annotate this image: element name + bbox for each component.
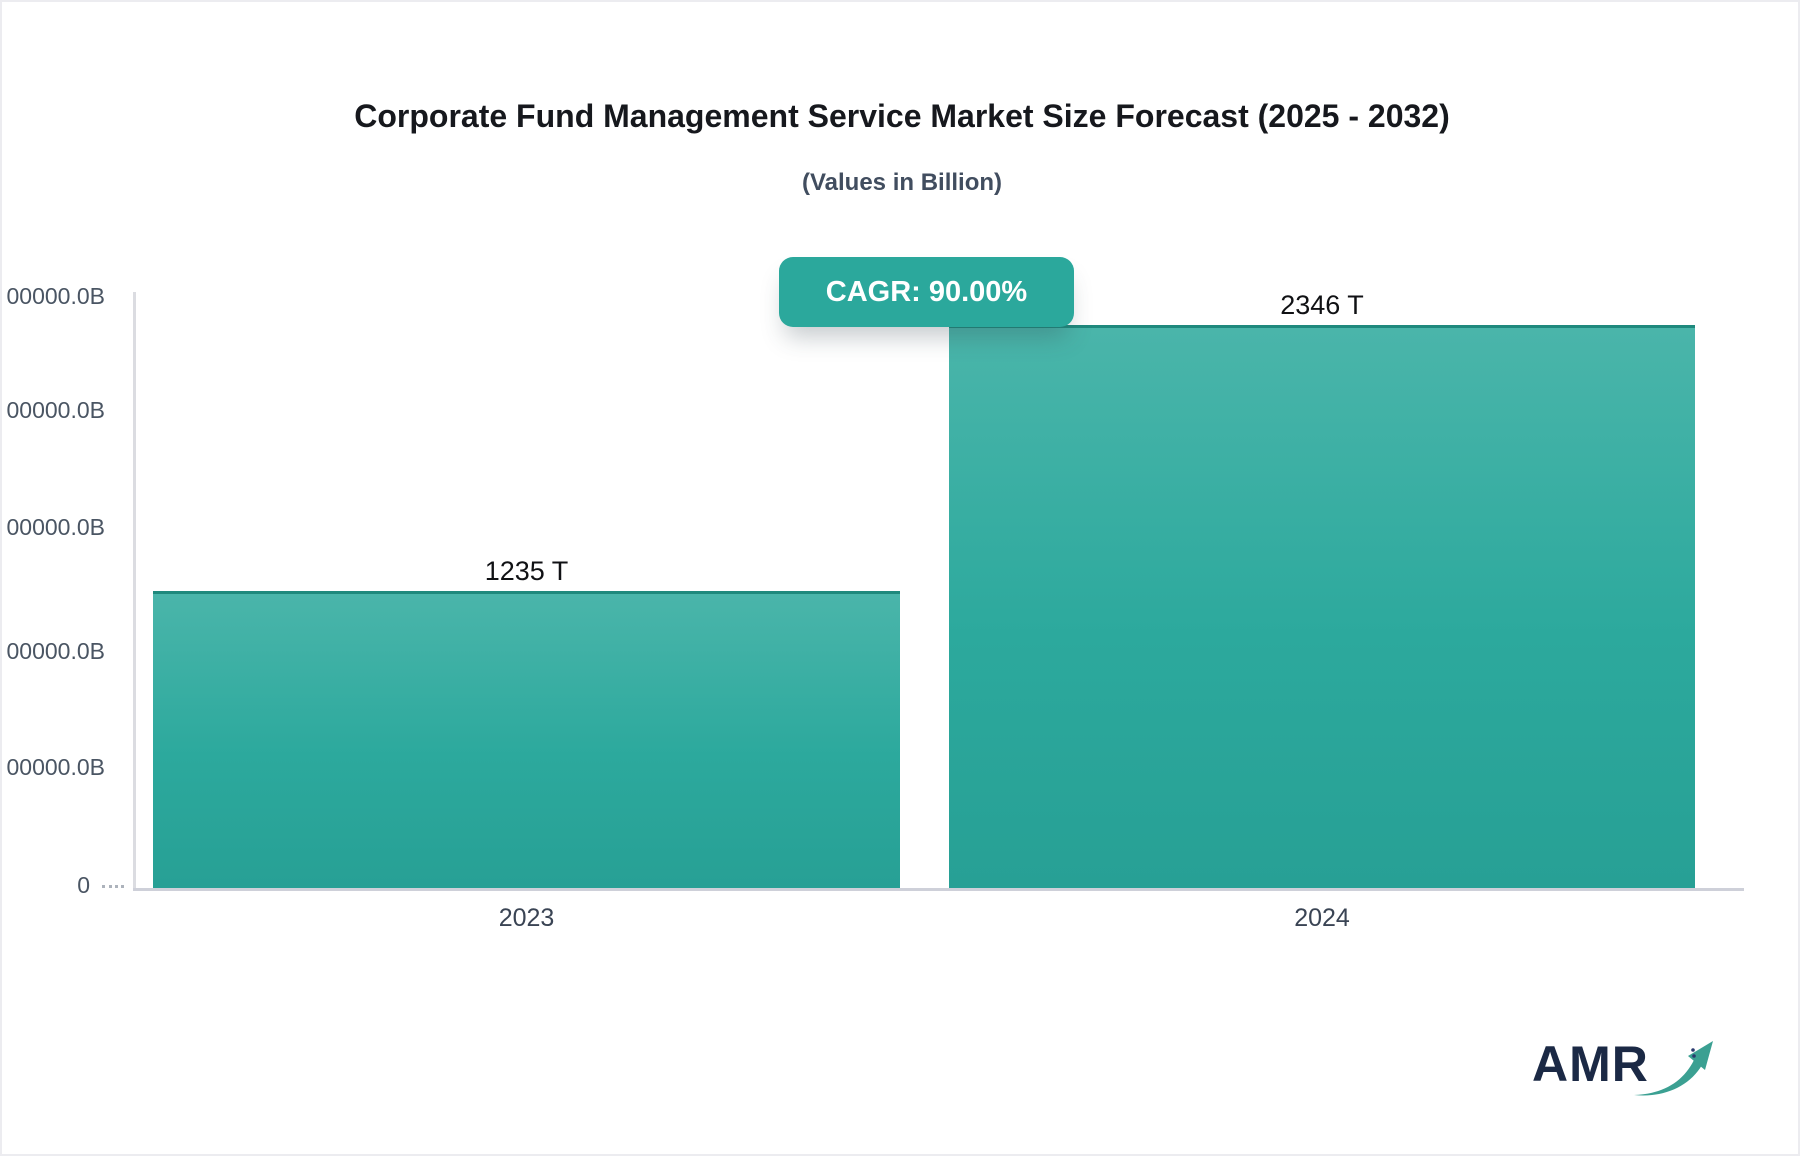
amr-logo-text: AMR <box>1532 1036 1649 1092</box>
x-axis-label-2024: 2024 <box>1294 904 1350 932</box>
zero-tick-dash <box>102 885 124 888</box>
y-tick-label-zero: 0 <box>77 872 90 898</box>
x-axis-line <box>133 888 1744 891</box>
bar-value-label-2024: 2346 T <box>1280 290 1364 320</box>
y-tick-label: 00000.0B <box>6 397 105 423</box>
y-tick-label: 00000.0B <box>6 514 105 540</box>
cagr-badge-label: CAGR: 90.00% <box>825 275 1028 308</box>
amr-logo: AMR <box>1532 1034 1713 1100</box>
chart-subtitle: (Values in Billion) <box>801 169 1003 196</box>
y-tick-label: 00000.0B <box>6 754 105 780</box>
bar-value-label-2023: 1235 T <box>484 556 569 586</box>
bar-2024 <box>949 325 1695 888</box>
growth-arrow-icon <box>1633 1041 1713 1096</box>
bar-2023 <box>153 591 900 888</box>
cagr-badge: CAGR: 90.00% <box>779 257 1074 327</box>
y-axis-line <box>133 292 136 889</box>
chart-title: Corporate Fund Management Service Market… <box>354 98 1450 134</box>
y-tick-label: 00000.0B <box>6 638 105 664</box>
y-tick-label: 00000.0B <box>6 283 105 309</box>
x-axis-label-2023: 2023 <box>498 904 555 932</box>
